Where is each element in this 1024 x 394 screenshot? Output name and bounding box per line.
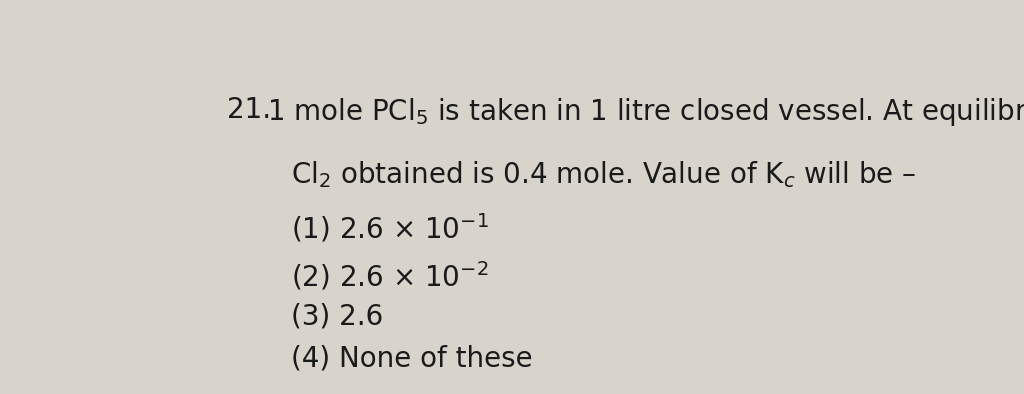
Text: (1) 2.6 × 10$^{-1}$: (1) 2.6 × 10$^{-1}$ <box>291 211 488 244</box>
Text: (4) None of these: (4) None of these <box>291 345 532 373</box>
Text: 21.: 21. <box>227 96 271 124</box>
Text: 1 mole PCl$_5$ is taken in 1 litre closed vessel. At equilibrium,: 1 mole PCl$_5$ is taken in 1 litre close… <box>267 96 1024 128</box>
Text: (3) 2.6: (3) 2.6 <box>291 302 383 330</box>
Text: (2) 2.6 × 10$^{-2}$: (2) 2.6 × 10$^{-2}$ <box>291 260 488 293</box>
Text: Cl$_2$ obtained is 0.4 mole. Value of K$_c$ will be –: Cl$_2$ obtained is 0.4 mole. Value of K$… <box>291 160 915 190</box>
